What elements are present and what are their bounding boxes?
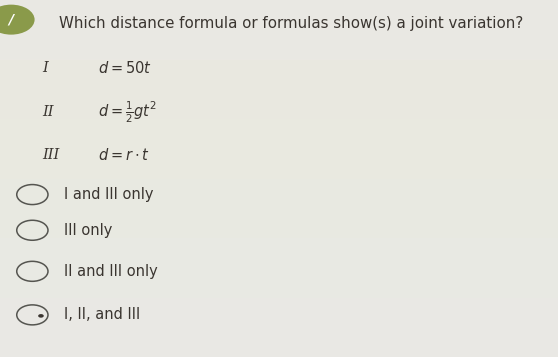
Circle shape: [0, 5, 35, 35]
Text: /: /: [8, 12, 14, 27]
Text: I: I: [42, 61, 47, 75]
Bar: [0, 178, 558, 238]
Text: Which distance formula or formulas show(s) a joint variation?: Which distance formula or formulas show(…: [59, 16, 523, 31]
Bar: [0, 297, 558, 357]
Bar: [0, 119, 558, 178]
Text: III: III: [42, 148, 59, 162]
Bar: [0, 0, 558, 60]
Text: I, II, and III: I, II, and III: [64, 307, 141, 322]
Text: III only: III only: [64, 223, 113, 238]
Bar: [0, 238, 558, 297]
Bar: [0, 60, 558, 119]
Text: I and III only: I and III only: [64, 187, 153, 202]
Text: $d = r \cdot t$: $d = r \cdot t$: [98, 147, 150, 163]
Circle shape: [38, 314, 44, 318]
Text: $d = \frac{1}{2}gt^2$: $d = \frac{1}{2}gt^2$: [98, 100, 157, 125]
Text: II and III only: II and III only: [64, 264, 158, 279]
Text: II: II: [42, 105, 54, 120]
Text: $d = 50t$: $d = 50t$: [98, 60, 152, 76]
